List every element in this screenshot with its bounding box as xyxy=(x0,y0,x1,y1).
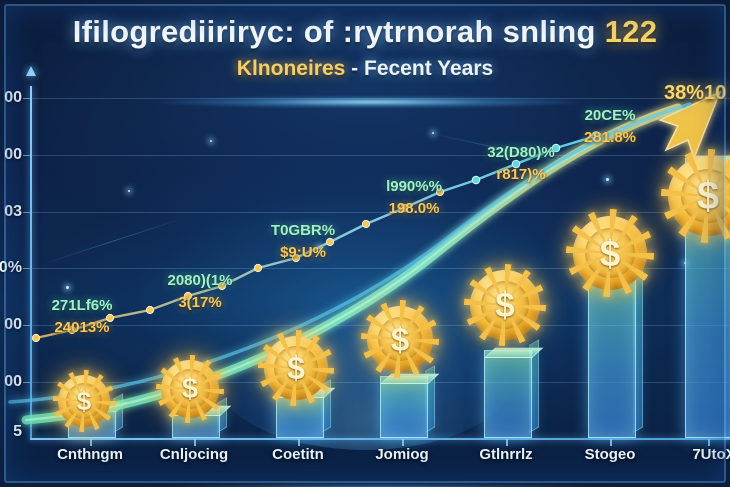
y-axis-label: 00 xyxy=(4,373,22,390)
coin-icon[interactable]: $ xyxy=(660,148,730,244)
x-axis-label: Stogeo xyxy=(584,446,636,463)
y-tick xyxy=(23,325,30,326)
y-axis-label: 03 xyxy=(4,203,22,220)
x-axis-label: Coetitn xyxy=(272,446,324,463)
data-label-green: l990%% xyxy=(386,178,442,195)
data-label-gold: 198.0% xyxy=(388,200,440,217)
y-tick xyxy=(23,268,30,269)
x-tick xyxy=(506,439,508,446)
x-axis-label: 7UtoX xyxy=(692,446,730,463)
coin-cog xyxy=(660,148,730,244)
y-tick xyxy=(23,155,30,156)
y-axis xyxy=(26,66,36,438)
subtitle-rest: - Fecent Years xyxy=(351,57,494,80)
bar-column[interactable] xyxy=(380,365,440,438)
x-axis-label: Cnljocing xyxy=(159,446,229,463)
dollar-symbol: $ xyxy=(696,174,720,218)
data-label-green: 2080)(1% xyxy=(167,272,233,289)
x-tick xyxy=(610,439,612,446)
x-axis-label: Gtlnrrlz xyxy=(479,446,533,463)
y-axis-label: 5 xyxy=(13,423,22,440)
gridline xyxy=(30,155,730,156)
x-tick xyxy=(194,439,196,446)
dollar-symbol: $ xyxy=(287,350,305,386)
arrow-up-icon xyxy=(26,66,36,76)
coin-icon[interactable]: $ xyxy=(258,330,334,406)
dollar-symbol: $ xyxy=(495,285,515,325)
data-label-green: 20CE% xyxy=(584,107,636,124)
y-tick xyxy=(23,212,30,213)
x-axis-label: Jomiog xyxy=(375,446,429,463)
x-tick xyxy=(298,439,300,446)
x-tick xyxy=(90,439,92,446)
bar-front xyxy=(380,376,428,438)
data-label-green: T0GBR% xyxy=(270,222,336,239)
coin-cog xyxy=(258,330,334,406)
y-axis-label: 00 xyxy=(4,89,22,106)
data-label-gold: r817)% xyxy=(496,166,546,183)
dollar-symbol: $ xyxy=(76,386,92,416)
coin-cog xyxy=(566,209,654,297)
coin-cog xyxy=(361,300,439,378)
coin-cog xyxy=(53,370,115,432)
y-axis-label: 00 xyxy=(4,316,22,333)
y-axis-label: 00 xyxy=(4,146,22,163)
data-label-green: 32(D80)% xyxy=(487,144,555,161)
bar-front xyxy=(484,350,532,438)
coin-icon[interactable]: $ xyxy=(361,300,439,378)
data-label-green: 271Lf6% xyxy=(51,297,113,314)
page-title: Ifilogrediiriryc: of :rytrnorah snling 1… xyxy=(0,14,730,50)
title-accent: 122 xyxy=(604,14,658,49)
dollar-symbol: $ xyxy=(181,372,199,405)
y-tick xyxy=(23,382,30,383)
x-tick xyxy=(402,439,404,446)
dollar-symbol: $ xyxy=(390,320,410,358)
corner-highlight-label: 38%10 xyxy=(664,82,727,104)
coin-cog xyxy=(463,263,547,347)
data-label-gold: 24013% xyxy=(54,319,110,336)
coin-cog xyxy=(155,354,225,424)
title-main: Ifilogrediiriryc: of :rytrnorah snling xyxy=(72,14,596,49)
coin-icon[interactable]: $ xyxy=(566,209,654,297)
x-tick xyxy=(708,439,710,446)
bar-column[interactable] xyxy=(484,339,544,438)
y-axis-label: 0% xyxy=(0,259,22,276)
horizon-glow xyxy=(30,480,730,487)
x-axis xyxy=(30,438,730,440)
coin-icon[interactable]: $ xyxy=(463,263,547,347)
coin-icon[interactable]: $ xyxy=(53,370,115,432)
x-axis-label: Cnthngm xyxy=(57,446,123,463)
coin-icon[interactable]: $ xyxy=(155,354,225,424)
page-subtitle: Klnoneires - Fecent Years xyxy=(0,57,730,81)
data-label-gold: 2Ȣ1.8% xyxy=(584,129,636,146)
dollar-symbol: $ xyxy=(599,232,621,274)
data-label-gold: $9:U% xyxy=(280,244,326,261)
gridline xyxy=(30,98,730,99)
y-tick xyxy=(23,98,30,99)
data-label-gold: 3(17% xyxy=(178,294,222,311)
subtitle-accent: Klnoneires xyxy=(236,57,346,80)
